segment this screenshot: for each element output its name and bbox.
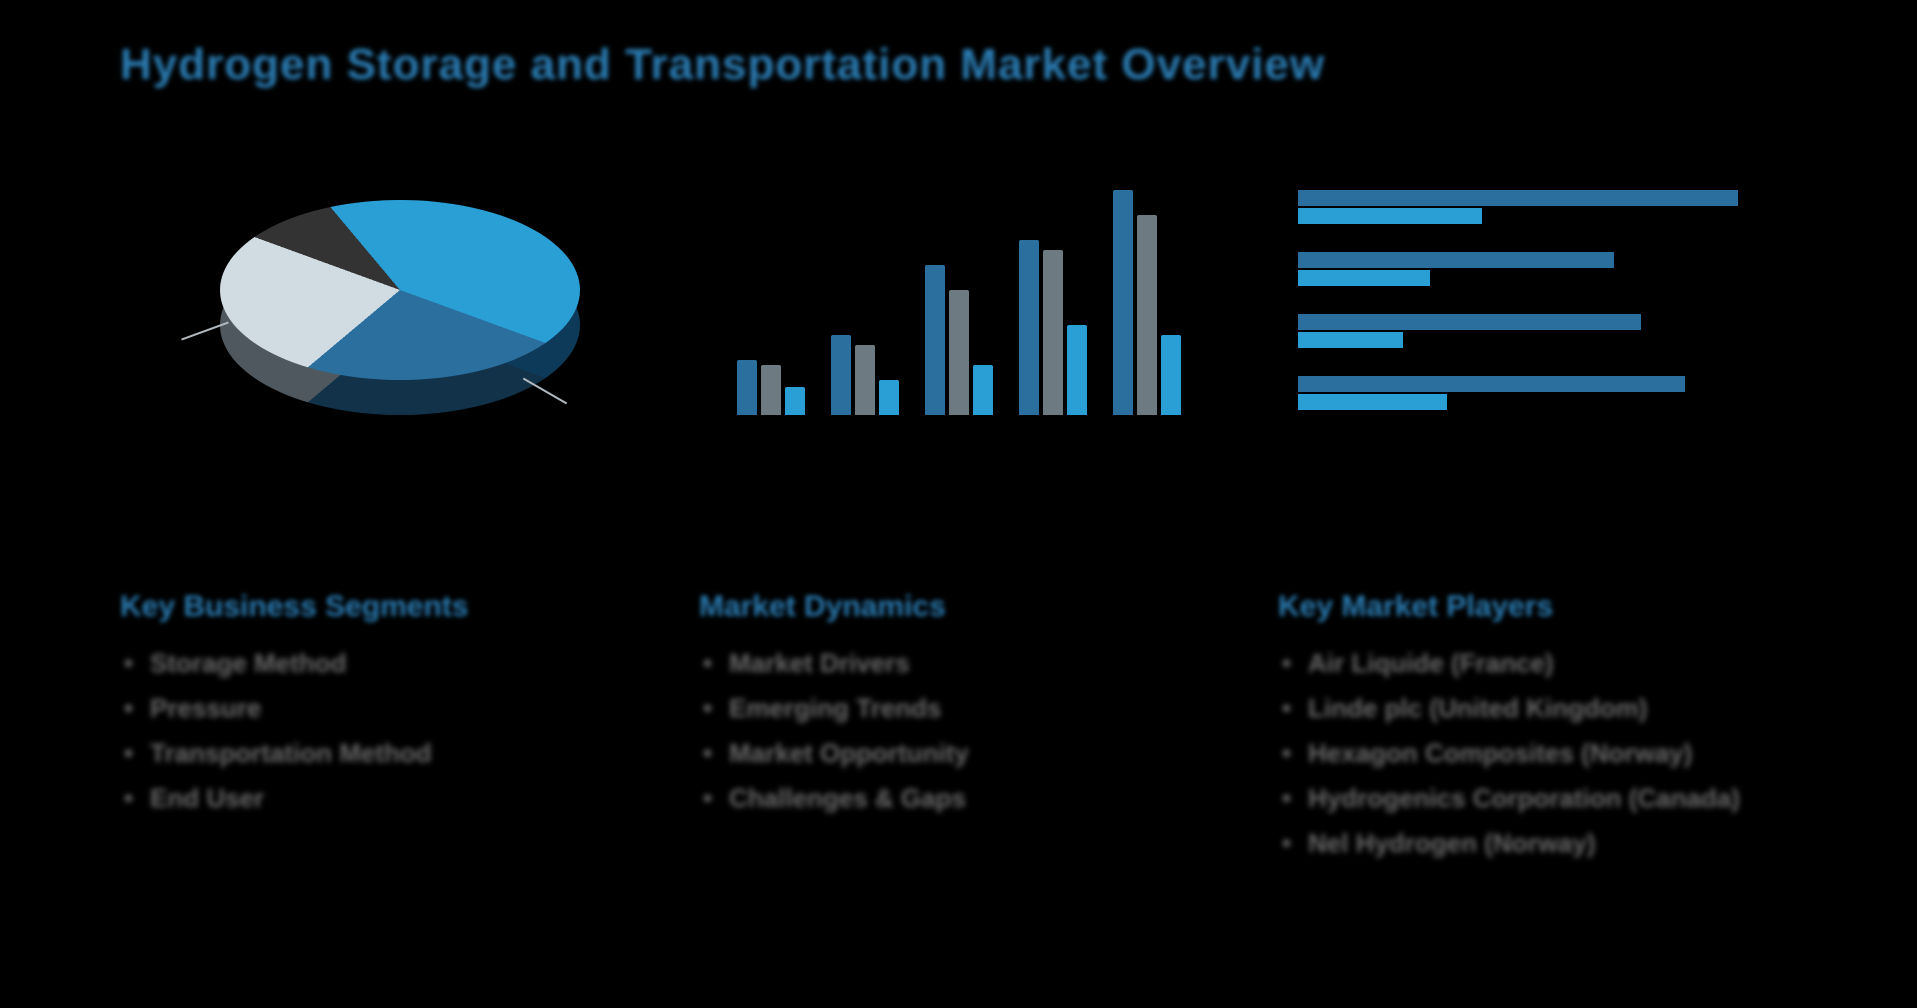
list-item: Air Liquide (France): [1308, 648, 1797, 679]
bar-group: [925, 265, 993, 415]
segments-list: Storage Method Pressure Transportation Met…: [120, 648, 639, 814]
infographic-page: Hydrogen Storage and Transportation Mark…: [0, 0, 1917, 1008]
hbar-row: [1298, 314, 1738, 348]
hbar-chart: [1238, 150, 1797, 450]
dynamics-list: Market Drivers Emerging Trends Market Oppo…: [699, 648, 1218, 814]
hbar-b: [1298, 270, 1430, 286]
bar: [973, 365, 993, 415]
segments-heading: Key Business Segments: [120, 590, 639, 624]
list-item: Pressure: [150, 693, 639, 724]
bar-chart: [679, 150, 1238, 450]
list-item: End User: [150, 783, 639, 814]
bar: [1113, 190, 1133, 415]
lists-row: Key Business Segments Storage Method Pres…: [120, 590, 1797, 873]
bar-group: [1113, 190, 1181, 415]
bar-group: [1019, 240, 1087, 415]
bar: [949, 290, 969, 415]
players-heading: Key Market Players: [1278, 590, 1797, 624]
bar: [855, 345, 875, 415]
page-title: Hydrogen Storage and Transportation Mark…: [120, 40, 1797, 90]
list-item: Market Opportunity: [729, 738, 1218, 769]
list-item: Linde plc (United Kingdom): [1308, 693, 1797, 724]
bar: [1137, 215, 1157, 415]
bar: [831, 335, 851, 415]
list-item: Nel Hydrogen (Norway): [1308, 828, 1797, 859]
pie-pointer-right: [522, 378, 566, 405]
pie-chart: [120, 150, 679, 450]
hbar-a: [1298, 314, 1641, 330]
players-column: Key Market Players Air Liquide (France) L…: [1278, 590, 1797, 873]
list-item: Hexagon Composites (Norway): [1308, 738, 1797, 769]
hbar-b: [1298, 208, 1483, 224]
hbar-a: [1298, 252, 1615, 268]
dynamics-heading: Market Dynamics: [699, 590, 1218, 624]
bar: [1161, 335, 1181, 415]
list-item: Market Drivers: [729, 648, 1218, 679]
hbar-row: [1298, 190, 1738, 224]
hbar-b: [1298, 332, 1404, 348]
charts-row: [120, 150, 1797, 450]
bar-group: [831, 335, 899, 415]
hbar-a: [1298, 190, 1738, 206]
bar: [785, 387, 805, 415]
bar-group: [737, 360, 805, 415]
hbar-row: [1298, 252, 1738, 286]
players-list: Air Liquide (France) Linde plc (United Ki…: [1278, 648, 1797, 859]
bar: [761, 365, 781, 415]
list-item: Hydrogenics Corporation (Canada): [1308, 783, 1797, 814]
bar: [925, 265, 945, 415]
list-item: Transportation Method: [150, 738, 639, 769]
bar: [737, 360, 757, 415]
list-item: Challenges & Gaps: [729, 783, 1218, 814]
bar: [879, 380, 899, 415]
pie-top: [220, 200, 580, 380]
hbar-row: [1298, 376, 1738, 410]
hbar-a: [1298, 376, 1685, 392]
bar: [1019, 240, 1039, 415]
list-item: Emerging Trends: [729, 693, 1218, 724]
bar: [1067, 325, 1087, 415]
segments-column: Key Business Segments Storage Method Pres…: [120, 590, 639, 873]
hbar-b: [1298, 394, 1448, 410]
dynamics-column: Market Dynamics Market Drivers Emerging T…: [699, 590, 1218, 873]
bar: [1043, 250, 1063, 415]
list-item: Storage Method: [150, 648, 639, 679]
